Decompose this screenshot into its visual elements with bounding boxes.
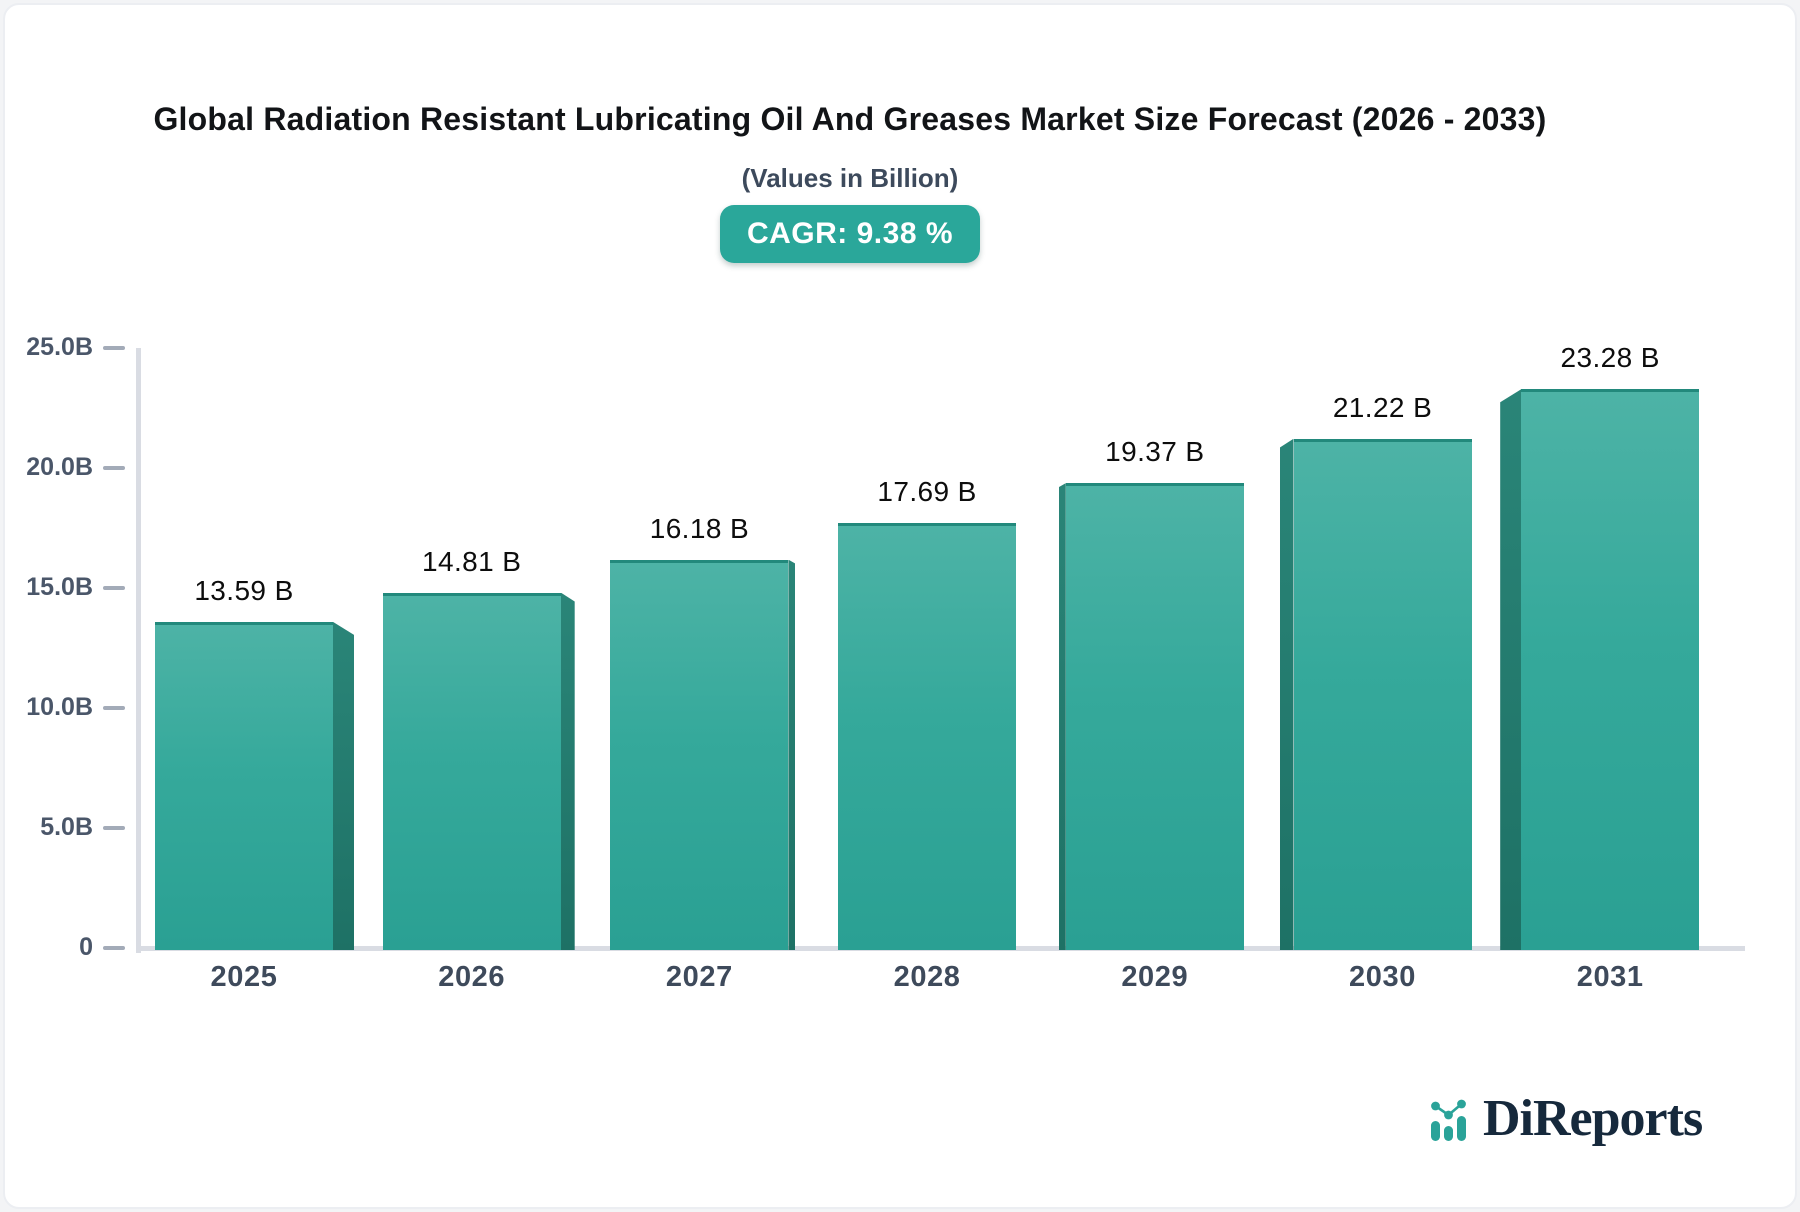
chart-card: Global Radiation Resistant Lubricating O… [3,3,1797,1209]
chart-subtitle: (Values in Billion) [741,163,959,193]
y-axis-tick-label: 20.0B [26,453,93,481]
bar-value-label: 16.18 B [649,512,750,544]
bar-side-face [1279,438,1294,950]
x-axis-tick-label: 2031 [1576,961,1644,993]
y-axis-tick-label: 15.0B [26,573,93,601]
x-axis-tick-label: 2028 [893,961,961,993]
bar-value-label: 19.37 B [1105,436,1205,468]
bar-side-face [560,592,575,950]
y-axis-tick-mark [103,586,125,590]
y-axis-tick-mark [103,706,125,710]
chart-title: Global Radiation Resistant Lubricating O… [153,101,1547,137]
chart-header: Global Radiation Resistant Lubricating O… [5,95,1695,263]
y-axis-tick-mark [103,466,125,470]
bar-side-face [1058,483,1066,950]
x-axis-tick-label: 2030 [1349,961,1416,993]
y-axis-line [136,348,141,953]
y-axis-tick-label: 25.0B [26,333,93,361]
bar-value-label: 17.69 B [877,476,977,508]
bar-value-label: 21.22 B [1332,391,1433,423]
y-axis-tick-mark [103,826,125,830]
bar-2030[interactable] [1293,438,1472,950]
bar-2029[interactable] [1065,483,1244,950]
y-axis-tick-label: 0 [79,933,93,961]
bar-side-face [333,621,354,950]
bar-value-label: 13.59 B [194,574,294,606]
bar-side-face [788,559,796,950]
y-axis-tick-label: 10.0B [26,693,93,721]
x-axis-tick-label: 2026 [438,961,506,993]
bar-2027[interactable] [610,559,789,950]
y-axis-tick-label: 5.0B [40,813,93,841]
cagr-badge: CAGR: 9.38 % [719,205,981,263]
x-axis-tick-label: 2029 [1121,961,1189,993]
bar-line-chart-icon [1431,1099,1466,1141]
direports-logo-text: DiReports [1483,1090,1703,1147]
bar-2026[interactable] [382,592,561,950]
direports-logo: DiReports [1429,1090,1703,1147]
bar-2028[interactable] [838,523,1017,950]
y-axis-tick-mark [103,946,125,950]
bar-value-label: 14.81 B [422,545,522,577]
bar-2031[interactable] [1521,389,1700,950]
bar-2025[interactable] [155,621,333,950]
x-axis-tick-label: 2025 [210,961,278,993]
bar-side-face [1500,389,1522,950]
y-axis-tick-mark [103,346,125,350]
x-axis-tick-label: 2027 [665,961,733,993]
bar-value-label: 23.28 B [1560,342,1660,374]
bar-chart-plot: 25.0B 20.0B 15.0B 10.0B 5.0B 0 13.59 B 2025 14.8… [5,5,1795,1207]
